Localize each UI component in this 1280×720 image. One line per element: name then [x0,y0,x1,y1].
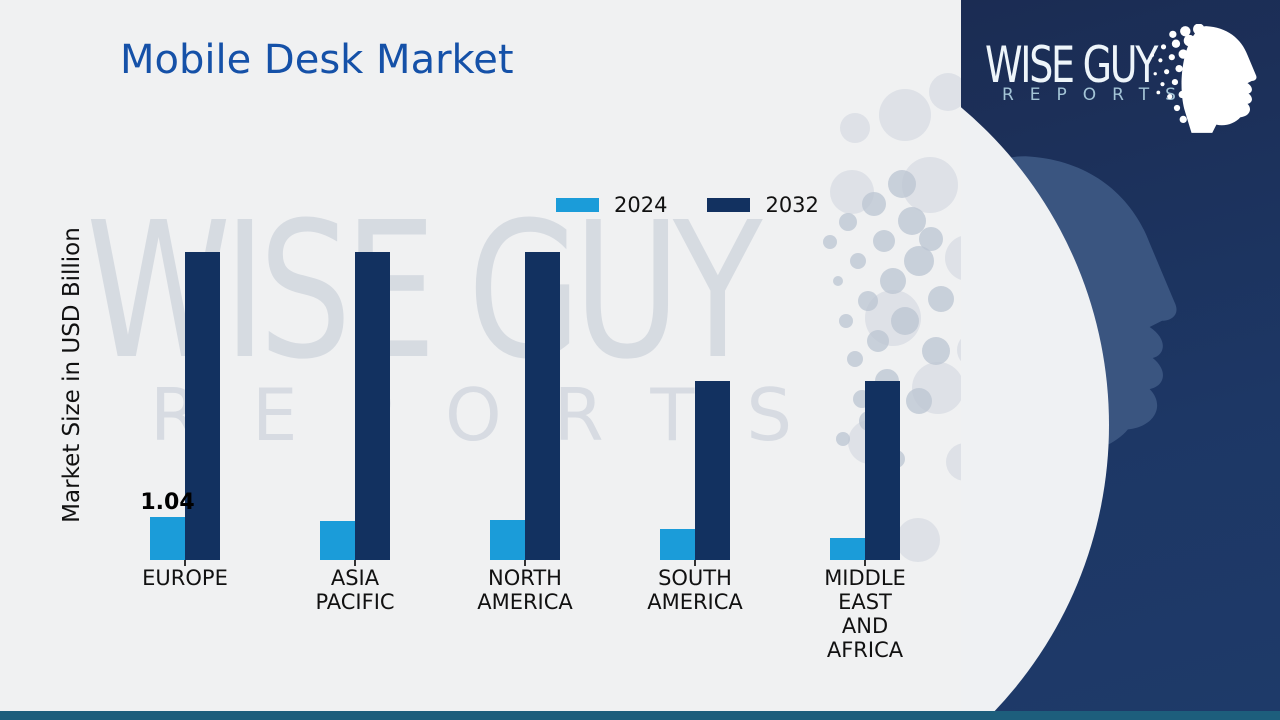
category-label-middle-east-and-africa: MIDDLE EAST AND AFRICA [775,566,955,662]
watermark-reports-text: REPORTS [150,373,845,457]
watermark-dot [896,518,940,562]
category-label-south-america: SOUTH AMERICA [605,566,785,614]
watermark-dot [839,213,857,231]
watermark-dot [839,314,853,328]
y-axis-label: Market Size in USD Billion [59,227,85,523]
watermark-dot [888,170,916,198]
category-label-line: EAST [838,590,892,614]
axis-tick [354,560,356,566]
watermark-dot [858,291,878,311]
bar-2024-europe [150,517,185,560]
category-label-line: AMERICA [477,590,573,614]
brand-panel: WISE GUY REPORTS [961,0,1280,711]
watermark-dot [862,192,886,216]
category-label-line: EUROPE [142,566,228,590]
bar-2032-south-america [695,381,730,560]
legend-label-2024: 2024 [614,193,668,217]
watermark-dot [847,351,863,367]
watermark-dot [836,432,850,446]
bar-2032-asia-pacific [355,252,390,560]
category-label-line: NORTH [488,566,562,590]
watermark-dot [891,307,919,335]
watermark-dot [873,230,895,252]
watermark-dot [906,388,932,414]
category-label-line: PACIFIC [315,590,395,614]
legend-swatch-2032 [707,198,751,212]
bar-2032-middle-east-and-africa [865,381,900,560]
watermark-dot [833,276,843,286]
category-label-line: ASIA [330,566,380,590]
watermark-dot [840,113,870,143]
logo-brand-name: WISE GUY [985,36,1159,94]
legend-label-2032: 2032 [765,193,819,217]
watermark-dot [823,235,837,249]
chart-title: Mobile Desk Market [120,37,514,83]
category-label-line: AFRICA [826,638,904,662]
category-label-north-america: NORTH AMERICA [435,566,615,614]
watermark-dot [850,253,866,269]
watermark-dot [928,286,954,312]
bottom-accent-bar [0,711,1280,720]
bar-2024-south-america [660,529,695,560]
bar-2032-north-america [525,252,560,560]
category-label-line: SOUTH [658,566,732,590]
watermark-dot [904,246,934,276]
decorative-circle [961,10,1109,711]
category-label-asia-pacific: ASIA PACIFIC [265,566,445,614]
axis-tick [184,560,186,566]
legend: 2024 2032 [556,192,819,218]
bar-2024-north-america [490,520,525,560]
category-label-line: AMERICA [647,590,743,614]
axis-tick [864,560,866,566]
watermark-dot [929,73,967,111]
axis-tick [694,560,696,566]
axis-tick [524,560,526,566]
legend-swatch-2024 [556,198,599,212]
logo-reports-text: REPORTS [1002,85,1192,105]
bar-2024-asia-pacific [320,521,355,560]
bar-2032-europe [185,252,220,560]
category-label-line: MIDDLE [824,566,906,590]
watermark-dot [919,227,943,251]
watermark-dot [880,268,906,294]
category-label-europe: EUROPE [95,566,275,590]
watermark-dot [922,337,950,365]
logo-dot-spray [1150,24,1219,124]
category-label-line: AND [841,614,889,638]
bar-2024-middle-east-and-africa [830,538,865,560]
logo-face-icon [1150,24,1257,133]
watermark-dot [867,330,889,352]
bar-value-label: 1.04 [140,490,195,515]
watermark-dot [879,89,931,141]
